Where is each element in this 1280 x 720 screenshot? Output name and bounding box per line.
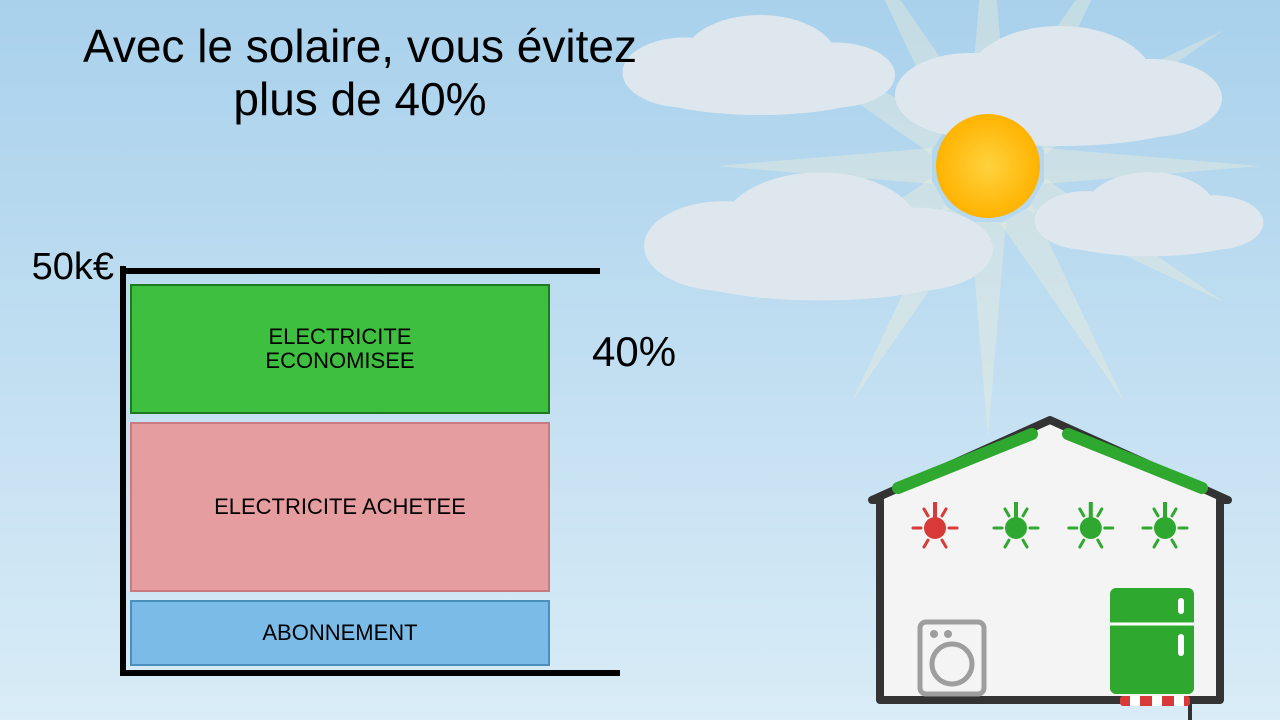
headline-line2: plus de 40%: [40, 73, 680, 126]
savings-chart: 50k€ ELECTRICITEECONOMISEEELECTRICITE AC…: [120, 276, 580, 676]
chart-percent-label: 40%: [592, 328, 676, 376]
chart-top-line: [120, 268, 600, 274]
sun-icon: [936, 114, 1040, 218]
headline: Avec le solaire, vous évitez plus de 40%: [40, 20, 680, 126]
chart-segment-label-achetee: ELECTRICITE ACHETEE: [214, 495, 466, 519]
house-icon: [860, 400, 1280, 720]
chart-segment-label-economisee: ELECTRICITEECONOMISEE: [265, 325, 414, 373]
headline-line1: Avec le solaire, vous évitez: [40, 20, 680, 73]
chart-segment-achetee: ELECTRICITE ACHETEE: [130, 422, 550, 592]
chart-x-axis: [120, 670, 620, 676]
chart-y-axis: [120, 266, 126, 676]
chart-segment-abonnement: ABONNEMENT: [130, 600, 550, 666]
chart-segment-economisee: ELECTRICITEECONOMISEE: [130, 284, 550, 414]
chart-y-label: 50k€: [2, 246, 114, 289]
chart-segment-label-abonnement: ABONNEMENT: [262, 621, 417, 645]
